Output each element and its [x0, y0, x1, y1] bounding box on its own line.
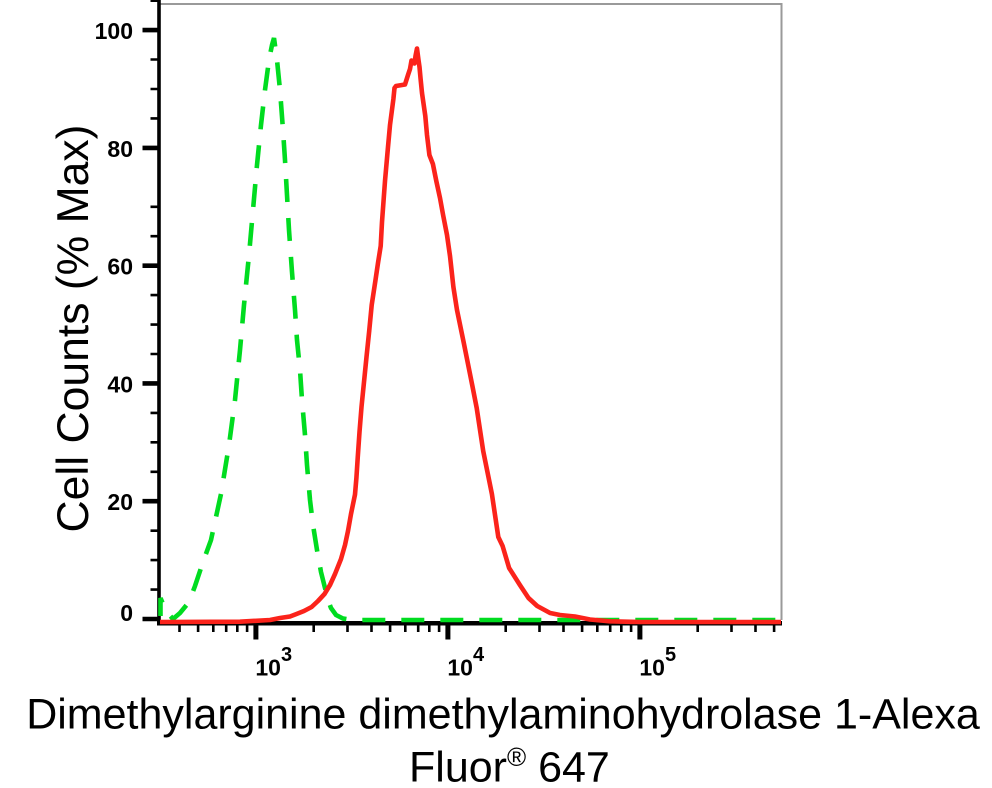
- svg-text:20: 20: [107, 489, 133, 515]
- svg-text:Cell Counts (% Max): Cell Counts (% Max): [49, 124, 98, 532]
- svg-text:3: 3: [281, 644, 292, 666]
- svg-text:10: 10: [255, 655, 281, 681]
- svg-text:40: 40: [107, 371, 133, 397]
- svg-text:4: 4: [473, 644, 485, 666]
- svg-text:Dimethylarginine dimethylamino: Dimethylarginine dimethylaminohydrolase …: [26, 691, 980, 739]
- svg-text:60: 60: [107, 254, 133, 280]
- svg-text:0: 0: [120, 600, 133, 626]
- svg-text:80: 80: [107, 136, 133, 162]
- svg-text:10: 10: [639, 655, 665, 681]
- svg-text:10: 10: [447, 655, 473, 681]
- svg-text:100: 100: [95, 18, 133, 44]
- svg-text:5: 5: [665, 644, 676, 666]
- svg-text:Fluor® 647: Fluor® 647: [409, 742, 610, 788]
